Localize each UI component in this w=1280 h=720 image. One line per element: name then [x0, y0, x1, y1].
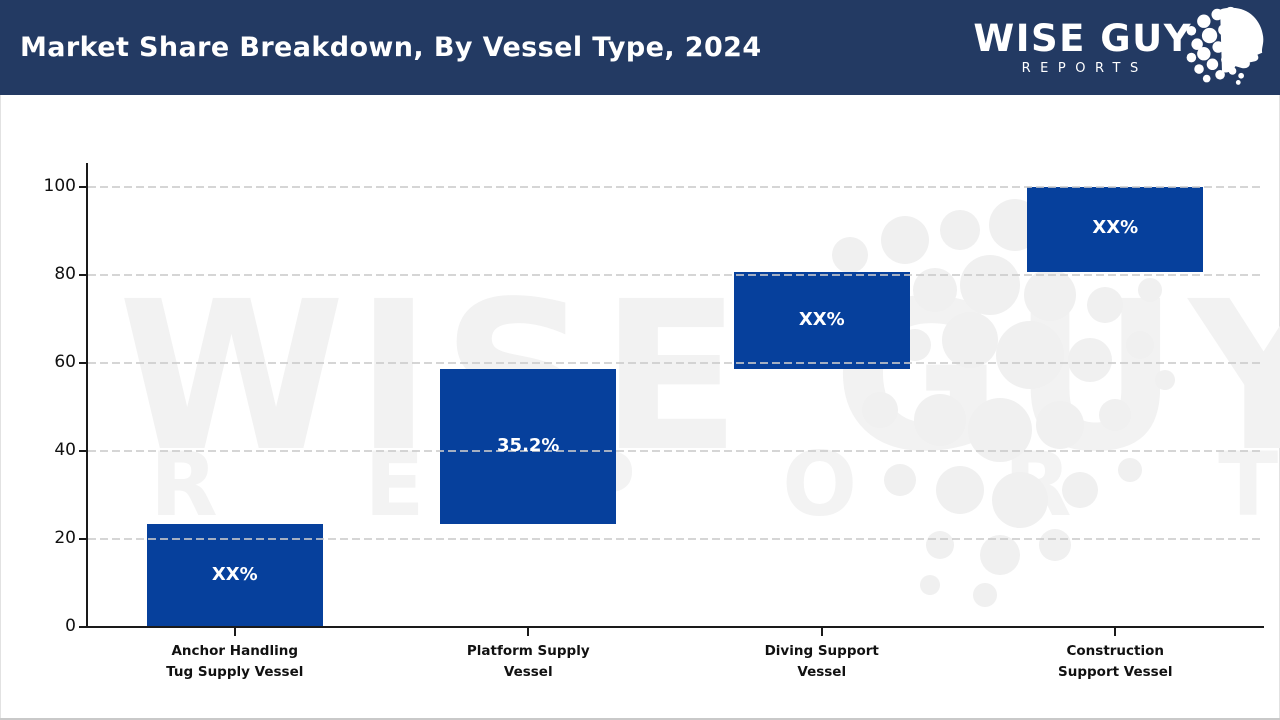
watermark-dot — [862, 392, 898, 428]
watermark-dot — [914, 394, 966, 446]
watermark-dot — [936, 466, 984, 514]
waterfall-bar — [1027, 187, 1204, 272]
watermark-dot — [942, 312, 998, 368]
logo-text: WISE GUY REPORTS — [973, 17, 1192, 76]
watermark-dot — [940, 210, 980, 250]
watermark-dot — [1087, 287, 1123, 323]
watermark-dot — [1155, 370, 1175, 390]
gridline — [88, 186, 1262, 188]
category-label-line: Diving Support — [764, 643, 879, 659]
watermark-dot — [920, 575, 940, 595]
bar-value-label: XX% — [798, 308, 845, 330]
category-label-line: Anchor Handling — [171, 643, 299, 659]
watermark-dot — [832, 237, 868, 273]
watermark-dot — [973, 583, 997, 607]
watermark-dot — [884, 464, 916, 496]
header: Market Share Breakdown, By Vessel Type, … — [0, 0, 1280, 95]
logo-wordmark: WISE GUY — [973, 17, 1192, 61]
chart-area: WISE GUY R E P O R T S 020406080100XX%An… — [0, 95, 1280, 718]
watermark-dot — [960, 255, 1020, 315]
y-tick-label: 80 — [54, 264, 76, 284]
logo-subtext: REPORTS — [1021, 60, 1148, 76]
watermark-dot — [881, 216, 929, 264]
watermark-dot — [992, 472, 1048, 528]
y-axis-line — [86, 163, 88, 627]
bar-value-label: 35.2% — [497, 434, 560, 456]
category-label-line: Vessel — [503, 663, 553, 680]
watermark-dot — [1039, 529, 1071, 561]
watermark-dot — [1099, 399, 1131, 431]
category-label: Anchor Handling Tug Supply Vessel — [95, 641, 375, 683]
logo: WISE GUY REPORTS — [973, 6, 1266, 90]
y-tick-label: 40 — [54, 440, 76, 460]
bottom-border — [0, 718, 1280, 720]
category-label-line: Construction — [1066, 643, 1165, 659]
waterfall-bar — [440, 369, 617, 525]
watermark-dot — [968, 398, 1032, 462]
x-tick-mark — [233, 628, 236, 636]
watermark-dot — [1068, 338, 1112, 382]
y-tick-mark — [79, 274, 86, 276]
y-tick-label: 20 — [54, 528, 76, 548]
bar-value-label: XX% — [1092, 217, 1139, 239]
y-tick-mark — [79, 538, 86, 540]
y-tick-label: 0 — [65, 616, 76, 636]
gridline — [88, 450, 1262, 452]
watermark-dot — [1138, 278, 1162, 302]
watermark-dot — [980, 535, 1020, 575]
logo-head-icon — [1186, 6, 1264, 85]
y-tick-mark — [79, 626, 86, 628]
category-label: Platform Supply Vessel — [388, 641, 668, 683]
y-tick-mark — [79, 450, 86, 452]
gridline — [88, 538, 1262, 540]
watermark-dot — [1062, 472, 1098, 508]
y-tick-label: 60 — [54, 352, 76, 372]
x-tick-mark — [820, 628, 823, 636]
watermark-dot — [1118, 458, 1142, 482]
watermark-dot — [926, 531, 954, 559]
waterfall-bar — [733, 271, 910, 370]
category-label: Diving Support Vessel — [682, 641, 962, 683]
y-tick-label: 100 — [43, 176, 76, 196]
watermark-dot — [1036, 401, 1084, 449]
waterfall-bar — [146, 524, 323, 627]
y-tick-mark — [79, 362, 86, 364]
watermark-subtext: R E P O R T S — [150, 433, 1280, 536]
left-border — [0, 95, 1, 720]
gridline — [88, 274, 1262, 276]
x-tick-mark — [527, 628, 530, 636]
watermark-dot — [996, 321, 1064, 389]
y-tick-mark — [79, 186, 86, 188]
bar-value-label: XX% — [211, 563, 258, 585]
x-axis-line — [86, 626, 1264, 628]
x-tick-mark — [1114, 628, 1117, 636]
gridline — [88, 362, 1262, 364]
watermark-dot — [1126, 331, 1154, 359]
category-label-line: Tug Supply Vessel — [166, 663, 304, 680]
page-title: Market Share Breakdown, By Vessel Type, … — [20, 32, 762, 63]
watermark-dot — [1024, 269, 1076, 321]
category-label-line: Vessel — [797, 663, 847, 680]
category-label-line: Support Vessel — [1058, 663, 1173, 680]
category-label: Construction Support Vessel — [975, 641, 1255, 683]
category-label-line: Platform Supply — [466, 643, 590, 659]
